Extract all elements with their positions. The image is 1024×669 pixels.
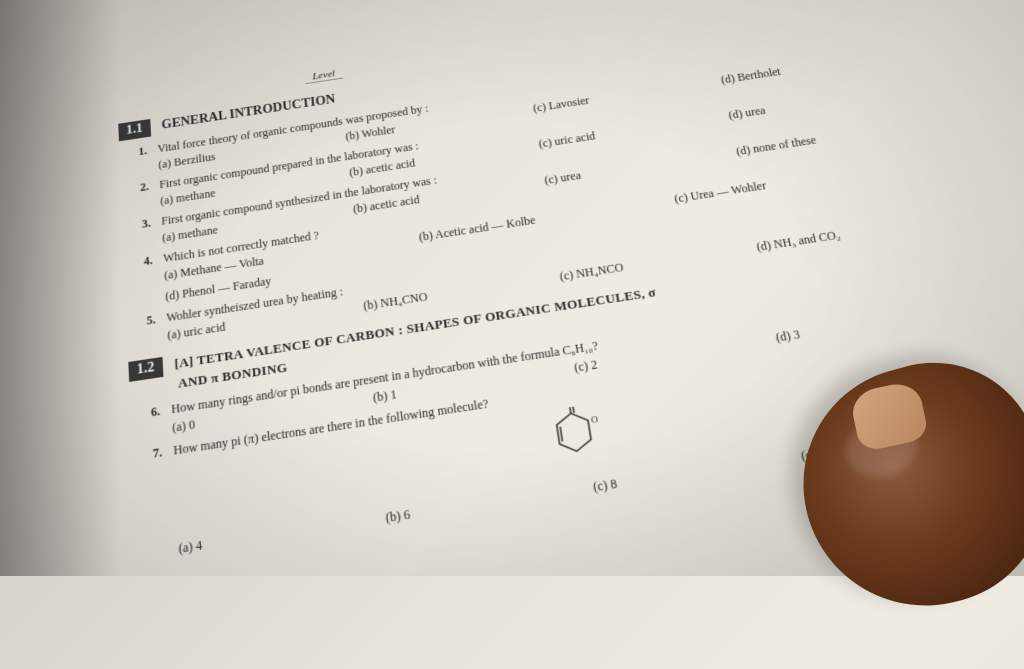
option-b: (b) 6 <box>385 477 595 527</box>
question-number: 5. <box>146 309 167 329</box>
question-number: 1. <box>138 141 158 160</box>
book-header-logo: Level <box>305 67 344 84</box>
section-number-box: 1.1 <box>118 119 150 141</box>
question-number: 6. <box>151 400 172 421</box>
svg-text:O: O <box>590 413 599 425</box>
option-a: (a) 4 <box>178 508 387 558</box>
question-number: 3. <box>142 213 162 233</box>
question-number: 4. <box>143 250 163 270</box>
question-number: 2. <box>140 177 160 196</box>
section-number-box: 1.2 <box>128 357 163 382</box>
molecule-diagram: O <box>544 403 604 463</box>
option-c: (c) 8 <box>592 447 804 497</box>
question-number: 7. <box>152 441 174 463</box>
